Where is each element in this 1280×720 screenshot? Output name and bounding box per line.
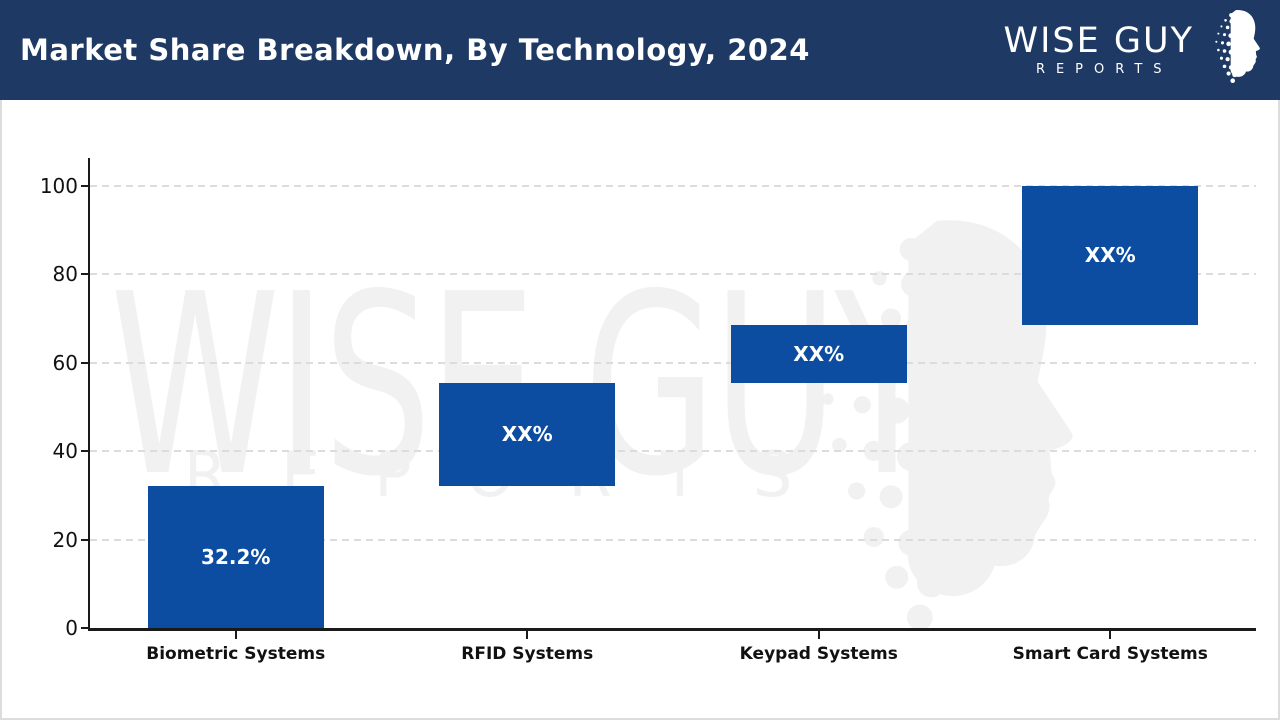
category-label: Smart Card Systems [1012, 644, 1208, 664]
bar-value-label: XX% [501, 422, 553, 447]
logo-wordmark: WISE GUY [1003, 21, 1194, 61]
ytick-label: 20 [52, 527, 78, 552]
xtick-mark [526, 631, 529, 639]
y-axis [88, 158, 90, 630]
category-label: RFID Systems [461, 644, 594, 664]
logo-text: WISE GUY REPORTS [1003, 21, 1194, 77]
ytick-label: 100 [39, 174, 78, 198]
page-title: Market Share Breakdown, By Technology, 2… [20, 33, 810, 67]
category-label: Keypad Systems [739, 644, 898, 664]
ytick-label: 0 [65, 616, 78, 640]
gridline [90, 361, 1256, 364]
ytick-label: 40 [52, 439, 78, 464]
ytick-mark [81, 185, 90, 187]
ytick-mark [81, 627, 90, 629]
gridline [90, 185, 1256, 187]
bar: XX% [1022, 186, 1199, 325]
x-axis [88, 628, 1256, 631]
chart-area: WISE GUY REPORTS 02040608010032.2%Biomet… [0, 100, 1280, 720]
bar: XX% [730, 324, 907, 384]
gridline [90, 450, 1256, 453]
gridline [90, 538, 1256, 541]
header-bar: Market Share Breakdown, By Technology, 2… [0, 0, 1280, 100]
xtick-mark [234, 631, 237, 639]
bar: 32.2% [147, 485, 324, 628]
bar-value-label: 32.2% [201, 544, 271, 569]
bar-value-label: XX% [1084, 243, 1136, 268]
logo: WISE GUY REPORTS [1003, 8, 1266, 92]
bar: XX% [439, 383, 616, 486]
logo-face-icon [1202, 8, 1266, 92]
ytick-mark [81, 273, 90, 276]
ytick-mark [81, 538, 90, 541]
category-label: Biometric Systems [146, 644, 326, 664]
ytick-mark [81, 450, 90, 453]
logo-subtitle: REPORTS [1035, 62, 1173, 77]
bar-value-label: XX% [793, 341, 845, 366]
xtick-mark [817, 631, 820, 639]
xtick-mark [1109, 631, 1112, 639]
ytick-label: 60 [52, 350, 78, 375]
ytick-label: 80 [52, 262, 78, 287]
gridline [90, 273, 1256, 276]
ytick-mark [81, 361, 90, 364]
